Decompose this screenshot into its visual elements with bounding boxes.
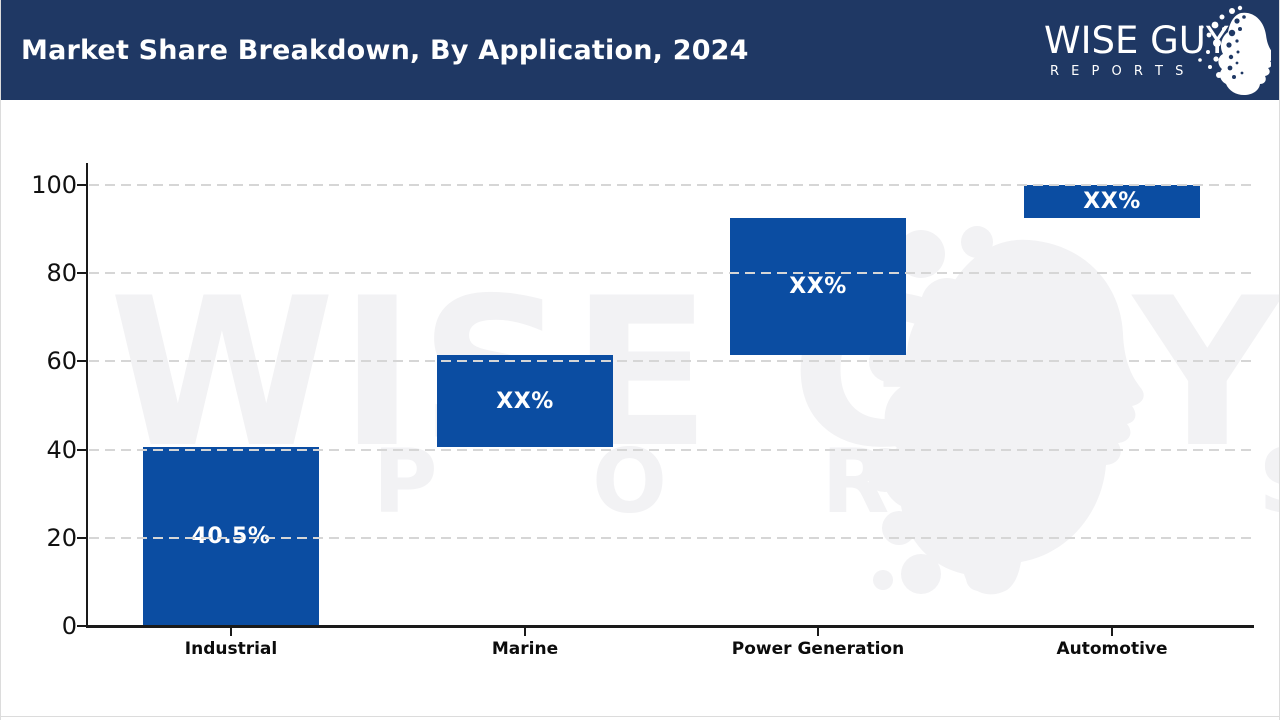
gridline-40 [89,448,1254,451]
x-tick-mark-automotive [1111,628,1113,636]
y-tick-mark-100 [77,184,87,186]
bar-marine: XX% [437,354,613,448]
logo-subtext: R E P O R T S [1050,64,1187,79]
y-tick-label-20: 20 [46,523,77,552]
y-tick-label-100: 100 [31,171,77,199]
bar-value-label-power-generation: XX% [789,273,847,299]
page-title: Market Share Breakdown, By Application, … [21,34,749,66]
logo-wordmark: WISE GUY [1044,19,1229,62]
y-tick-label-40: 40 [46,435,77,464]
x-axis-line [86,625,1254,628]
logo-face-icon [1198,5,1271,95]
bar-industrial: 40.5% [143,447,319,626]
x-axis-label-industrial: Industrial [184,639,278,659]
x-axis-label-power-generation: Power Generation [731,639,905,659]
gridline-100 [89,184,1254,186]
header: Market Share Breakdown, By Application, … [1,0,1279,100]
y-tick-mark-80 [77,272,87,275]
y-tick-mark-20 [77,536,87,539]
gridline-20 [89,536,1254,539]
x-axis-label-automotive: Automotive [1056,639,1168,659]
gridline-80 [89,272,1254,275]
y-tick-label-80: 80 [46,259,77,288]
bar-value-label-marine: XX% [496,388,554,414]
x-axis-label-marine: Marine [491,639,559,659]
bottom-border [1,716,1279,717]
wiseguy-logo: WISE GUY R E P O R T S [1044,5,1271,95]
y-tick-mark-40 [77,448,87,451]
x-tick-mark-marine [524,628,526,636]
x-tick-mark-power-generation [817,628,819,636]
y-tick-label-60: 60 [46,347,77,376]
y-axis-line [86,163,88,627]
y-tick-label-0: 0 [61,612,77,640]
y-tick-mark-60 [77,360,87,363]
bar-value-label-automotive: XX% [1083,189,1141,215]
watermark-face-icon [869,222,1144,595]
gridline-60 [89,360,1254,363]
watermark-subtext: P O R T S [373,430,1279,533]
y-tick-mark-0 [77,625,87,627]
bar-value-label-industrial: 40.5% [191,524,271,550]
bar-automotive: XX% [1024,185,1200,219]
x-tick-mark-industrial [230,628,232,636]
bar-power-generation: XX% [730,218,906,355]
